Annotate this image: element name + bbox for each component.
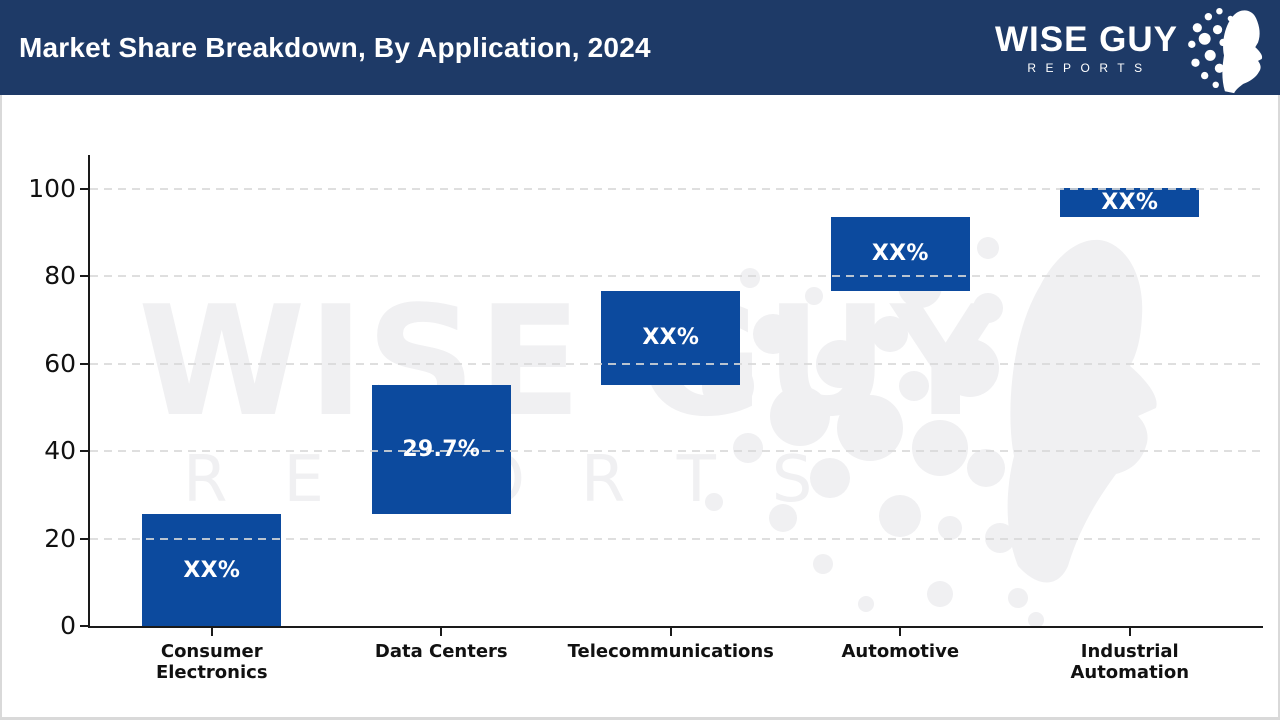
y-tick-label-100: 100	[28, 173, 76, 203]
bar-0: XX%	[142, 514, 282, 626]
y-axis-line	[88, 155, 90, 628]
header: Market Share Breakdown, By Application, …	[0, 0, 1280, 95]
bar-value-label: 29.7%	[402, 436, 481, 462]
gridline-100	[90, 187, 1263, 190]
page-title: Market Share Breakdown, By Application, …	[19, 31, 651, 63]
bar-3: XX%	[830, 216, 970, 291]
gridline-60	[90, 362, 1263, 365]
y-tick-label-60: 60	[44, 348, 76, 378]
y-tick-label-20: 20	[44, 523, 76, 553]
x-tick-label-line: Telecommunications	[567, 641, 774, 662]
x-tick-2	[669, 628, 672, 636]
bar-4: XX%	[1060, 187, 1200, 217]
gridline-80	[90, 275, 1263, 277]
brand-tagline: REPORTS	[1027, 60, 1152, 75]
x-tick-label-1: Data Centers	[331, 641, 551, 662]
x-tick-1	[440, 628, 443, 636]
y-tick-20	[80, 537, 88, 540]
brand-head-icon	[1188, 7, 1263, 93]
gridline-40	[90, 450, 1263, 452]
x-tick-3	[899, 628, 902, 636]
bar-2: XX%	[601, 290, 741, 385]
x-tick-label-line: Data Centers	[374, 641, 508, 662]
y-tick-label-0: 0	[60, 611, 76, 640]
x-tick-label-line: Consumer	[160, 641, 263, 662]
gridline-20	[90, 537, 1263, 540]
bar-value-label: XX%	[1101, 189, 1159, 215]
bar-value-label: XX%	[871, 241, 929, 267]
y-tick-40	[80, 450, 88, 452]
y-tick-label-40: 40	[44, 436, 76, 465]
x-tick-label-line: Automation	[1070, 662, 1190, 683]
brand-name: WISE GUY	[994, 19, 1178, 59]
watermark-subtext: REPORTS	[183, 443, 869, 517]
x-tick-label-0: Consumer Electronics	[102, 641, 322, 683]
x-tick-0	[210, 628, 213, 636]
x-tick-4	[1128, 628, 1131, 636]
chart-area: WISE GUY REPORTS XX% 29.7% XX% XX% XX%	[0, 95, 1280, 720]
y-tick-0	[80, 625, 88, 627]
x-axis-line	[88, 626, 1263, 628]
bar-1: 29.7%	[371, 384, 511, 515]
y-tick-label-80: 80	[44, 261, 76, 290]
x-tick-label-4: Industrial Automation	[1020, 641, 1240, 683]
x-tick-label-line: Electronics	[155, 662, 268, 683]
x-tick-label-3: Automotive	[790, 641, 1010, 662]
brand-logo: WISE GUY REPORTS	[995, 2, 1280, 94]
y-tick-100	[80, 187, 88, 190]
x-tick-label-line: Automotive	[841, 641, 960, 662]
y-tick-60	[80, 362, 88, 365]
x-tick-label-2: Telecommunications	[561, 641, 781, 662]
bar-value-label: XX%	[183, 557, 241, 583]
x-tick-label-line: Industrial	[1080, 641, 1179, 662]
bar-value-label: XX%	[642, 325, 700, 351]
brand-logo-text: WISE GUY REPORTS	[995, 22, 1178, 74]
y-tick-80	[80, 275, 88, 277]
